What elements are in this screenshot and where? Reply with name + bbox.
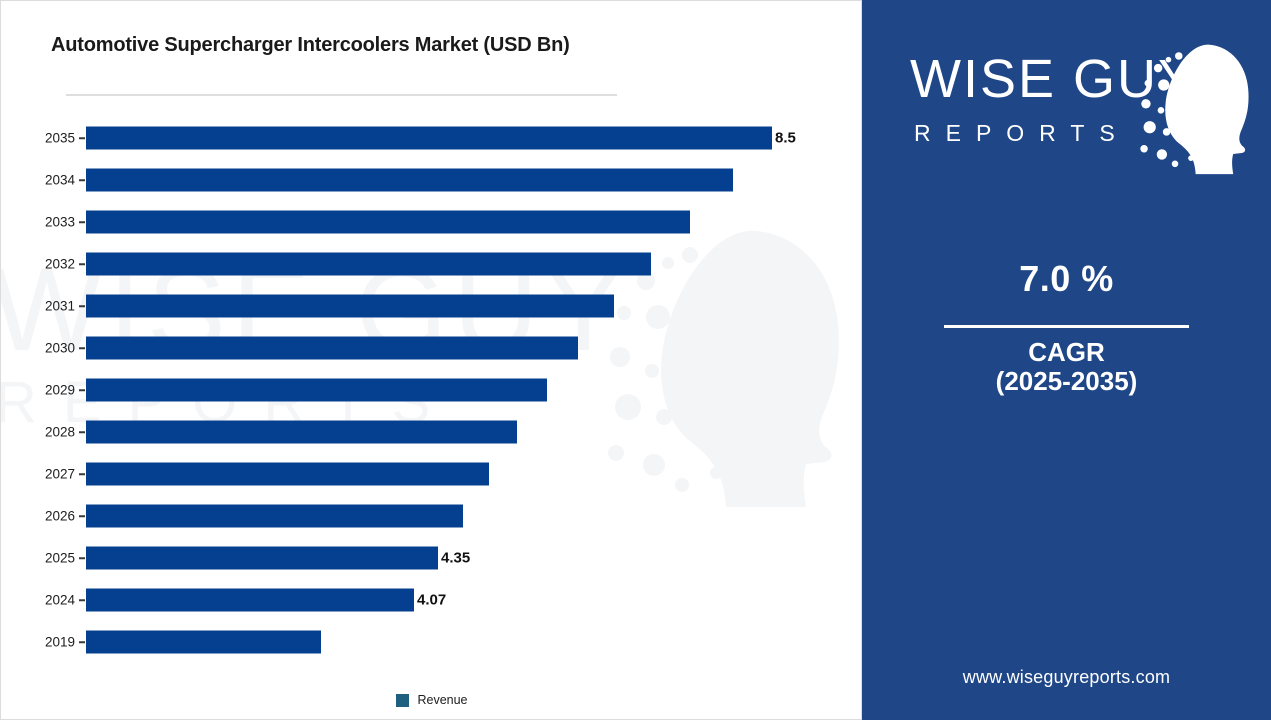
brand-logo: WISE GUY REPORTS [862,40,1271,180]
y-axis-tick-mark [79,557,85,559]
brand-panel: WISE GUY REPORTS 7.0 % CAGR (20 [862,0,1271,720]
y-axis-tick-mark [79,599,85,601]
chart-title: Automotive Supercharger Intercoolers Mar… [51,34,570,56]
cagr-caption: CAGR (2025-2035) [862,337,1271,397]
y-axis-tick-label: 2030 [44,340,75,356]
bar-row: 2033 [1,201,861,243]
y-axis-tick-mark [79,473,85,475]
y-axis-tick-mark [79,641,85,643]
legend-label-revenue: Revenue [417,693,468,707]
bar-revenue[interactable] [86,546,438,570]
bar-row: 2028 [1,411,861,453]
y-axis-tick-label: 2027 [44,466,75,482]
y-axis-tick-label: 2033 [44,214,75,230]
bar-row: 2024 4.07 [1,579,861,621]
y-axis-tick-mark [79,263,85,265]
y-axis-tick-mark [79,179,85,181]
y-axis-tick-mark [79,431,85,433]
cagr-divider [944,325,1189,328]
bar-row: 2019 [1,621,861,663]
y-axis-tick-label: 2028 [44,424,75,440]
y-axis-tick-label: 2034 [44,172,75,188]
cagr-value: 7.0 % [1019,258,1114,299]
brand-face-icon [1140,44,1249,175]
bar-row: 2025 4.35 [1,537,861,579]
bar-revenue[interactable] [86,588,414,612]
bar-row: 2029 [1,369,861,411]
bar-row: 2031 [1,285,861,327]
bar-revenue[interactable] [86,126,772,150]
cagr-caption-line1: CAGR [1028,337,1105,367]
y-axis-tick-label: 2031 [44,298,75,314]
y-axis-tick-mark [79,305,85,307]
y-axis-tick-label: 2029 [44,382,75,398]
brand-logo-subtext: REPORTS [914,120,1130,146]
plot-area: 2035 8.5 2034 2033 2032 2031 2030 2029 2028 2027 2… [1,109,861,663]
y-axis-tick-label: 2032 [44,256,75,272]
y-axis-tick-mark [79,515,85,517]
y-axis-tick-label: 2025 [44,550,75,566]
title-divider [66,94,617,96]
bar-revenue[interactable] [86,378,547,402]
y-axis-tick-label: 2026 [44,508,75,524]
bar-row: 2034 [1,159,861,201]
website-url: www.wiseguyreports.com [962,667,1171,687]
bar-revenue[interactable] [86,210,690,234]
bar-revenue[interactable] [86,294,614,318]
y-axis-tick-mark [79,221,85,223]
y-axis-tick-label: 2019 [44,634,75,650]
bar-row: 2032 [1,243,861,285]
chart-legend: Revenue [1,693,861,707]
brand-logo-text: WISE GUY [910,49,1197,109]
bar-row: 2030 [1,327,861,369]
chart-panel: WISE GUY REPORTS Automotive Supercharger… [0,0,862,720]
bar-revenue[interactable] [86,336,578,360]
y-axis-tick-mark [79,347,85,349]
bar-revenue[interactable] [86,252,651,276]
bar-revenue[interactable] [86,168,733,192]
bar-revenue[interactable] [86,504,463,528]
bar-value-label: 4.35 [441,549,471,567]
y-axis-tick-mark [79,389,85,391]
y-axis-tick-label: 2035 [44,130,75,146]
bar-revenue[interactable] [86,420,517,444]
bar-revenue[interactable] [86,462,489,486]
bar-revenue[interactable] [86,630,321,654]
y-axis-tick-label: 2024 [44,592,75,608]
bar-value-label: 4.07 [417,591,447,609]
cagr-caption-line2: (2025-2035) [995,366,1138,397]
bar-row: 2035 8.5 [1,117,861,159]
bar-row: 2027 [1,453,861,495]
bar-row: 2026 [1,495,861,537]
bar-value-label: 8.5 [775,129,796,147]
y-axis-tick-mark [79,137,85,139]
legend-swatch-revenue [396,693,410,707]
